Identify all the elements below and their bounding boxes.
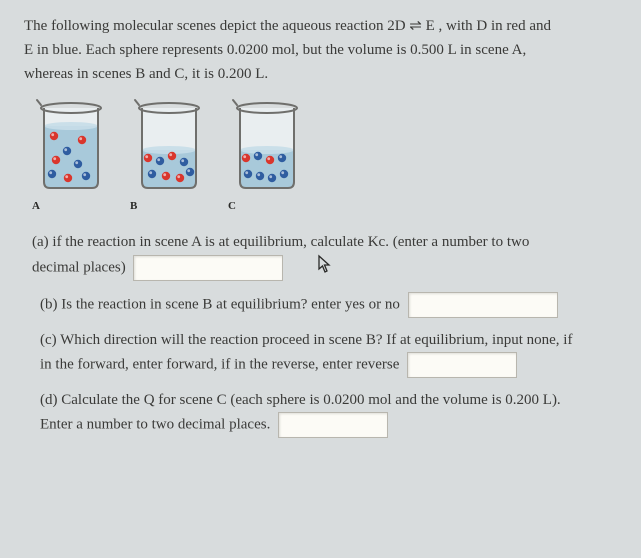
question-d-line1: (d) Calculate the Q for scene C (each sp… — [40, 388, 617, 412]
beaker-label-a: A — [32, 198, 40, 216]
answer-input-d[interactable] — [278, 412, 388, 438]
question-d: (d) Calculate the Q for scene C (each sp… — [24, 388, 617, 438]
intro-line: The following molecular scenes depict th… — [24, 14, 617, 38]
answer-input-a[interactable] — [133, 255, 283, 281]
intro-line: whereas in scenes B and C, it is 0.200 L… — [24, 62, 617, 86]
beaker-c-svg — [228, 96, 306, 196]
intro-text: The following molecular scenes depict th… — [24, 14, 617, 86]
beaker-label-c: C — [228, 198, 236, 216]
question-c: (c) Which direction will the reaction pr… — [24, 328, 617, 378]
beaker-label-b: B — [130, 198, 137, 216]
answer-input-b[interactable] — [408, 292, 558, 318]
cursor-icon — [317, 254, 333, 282]
answer-input-c[interactable] — [407, 352, 517, 378]
question-b: (b) Is the reaction in scene B at equili… — [24, 292, 617, 318]
question-c-line2: in the forward, enter forward, if in the… — [40, 352, 617, 378]
question-c-line1: (c) Which direction will the reaction pr… — [40, 328, 617, 352]
question-a: (a) if the reaction in scene A is at equ… — [24, 230, 617, 282]
intro-line: E in blue. Each sphere represents 0.0200… — [24, 38, 617, 62]
beaker-group-b: B — [130, 96, 208, 216]
question-d-line2: Enter a number to two decimal places. — [40, 412, 617, 438]
beaker-group-c: C — [228, 96, 306, 216]
beaker-group-a: A — [32, 96, 110, 216]
question-a-line1: (a) if the reaction in scene A is at equ… — [32, 230, 617, 254]
question-a-line2: decimal places) — [32, 254, 617, 282]
beaker-b-svg — [130, 96, 208, 196]
beakers-row: A B C — [32, 96, 617, 216]
beaker-a-svg — [32, 96, 110, 196]
